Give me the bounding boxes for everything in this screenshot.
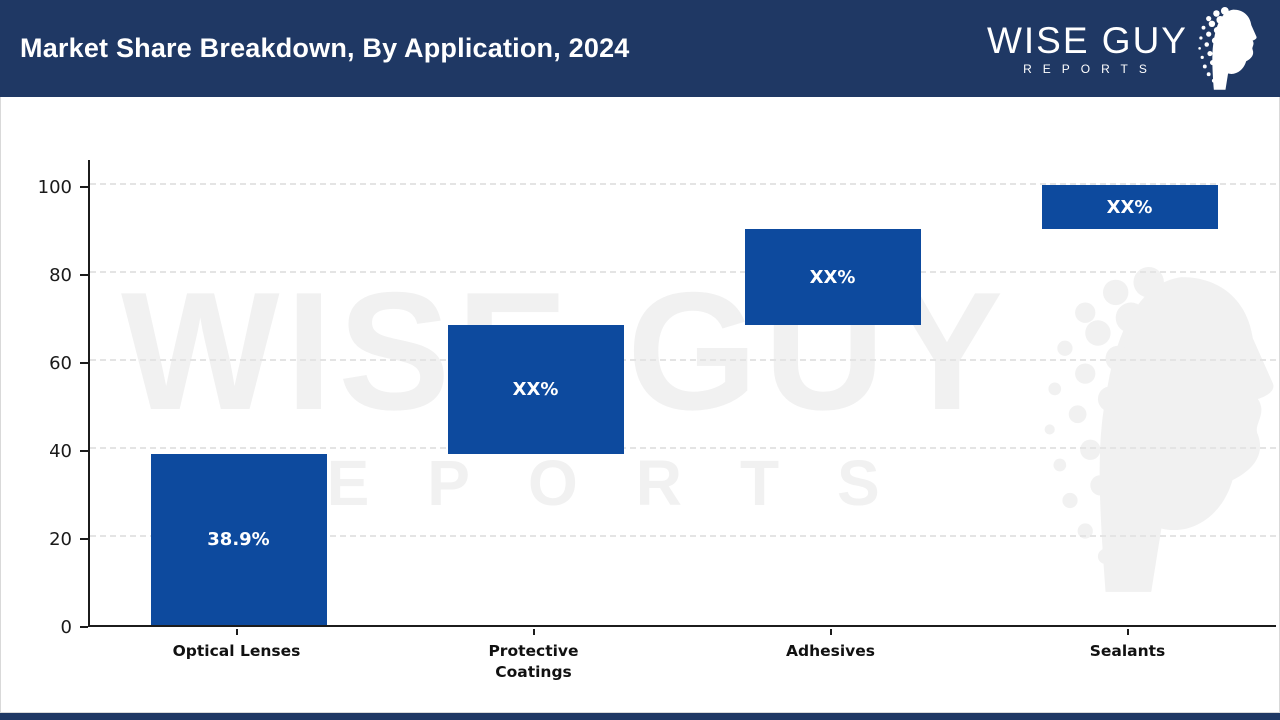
y-tick-mark-60	[80, 362, 88, 364]
y-tick-mark-40	[80, 450, 88, 452]
bar-value-label: 38.9%	[207, 528, 270, 550]
x-tick-mark	[532, 629, 535, 635]
wiseguy-reports-logo: WISE GUY REPORTS	[987, 6, 1266, 91]
y-tick-mark-0	[80, 626, 88, 628]
y-tick-label-40: 40	[49, 441, 72, 462]
y-tick-label-80: 80	[49, 265, 72, 286]
chart-canvas: WISE GUY REPORTS 0 20 40 60 80 100 38.9% XX% XX…	[0, 97, 1280, 713]
y-tick-label-20: 20	[49, 529, 72, 550]
footer-bar	[0, 713, 1280, 720]
y-tick-mark-20	[80, 538, 88, 540]
logo-text: WISE GUY REPORTS	[987, 22, 1188, 76]
page-title: Market Share Breakdown, By Application, …	[20, 33, 630, 63]
gridline-60	[90, 359, 1276, 361]
plot-area: 38.9% XX% XX% XX%	[88, 160, 1276, 627]
bar-value-label: XX%	[809, 266, 856, 288]
y-tick-mark-80	[80, 274, 88, 276]
gridline-40	[90, 447, 1276, 449]
gridline-80	[90, 271, 1276, 273]
y-tick-label-100: 100	[37, 177, 72, 198]
y-tick-label-0: 0	[60, 617, 72, 638]
y-tick-label-60: 60	[49, 353, 72, 374]
bar-adhesives: XX%	[744, 229, 921, 326]
x-tick-mark	[1126, 629, 1129, 635]
bar-optical-lenses: 38.9%	[150, 453, 327, 625]
x-tick-mark	[235, 629, 238, 635]
y-tick-mark-100	[80, 186, 88, 188]
x-tick-label-sealants: Sealants	[1089, 642, 1166, 660]
x-tick-label-optical-lenses: Optical Lenses	[172, 642, 301, 660]
logo-wordmark: WISE GUY	[986, 19, 1188, 61]
bar-value-label: XX%	[512, 379, 559, 401]
bar-sealants: XX%	[1041, 185, 1218, 229]
x-tick-label-protective-coatings: Protective Coatings	[488, 642, 579, 681]
wiseguy-face-icon	[1198, 6, 1257, 90]
x-tick-label-adhesives: Adhesives	[785, 642, 876, 660]
x-tick-mark	[829, 629, 832, 635]
y-axis: 0 20 40 60 80 100	[1, 160, 88, 638]
gridline-20	[90, 535, 1276, 537]
gridline-100	[90, 183, 1276, 185]
bar-value-label: XX%	[1106, 196, 1153, 218]
header-bar: Market Share Breakdown, By Application, …	[0, 0, 1280, 97]
bar-protective-coatings: XX%	[447, 325, 624, 454]
x-axis: Optical Lenses Protective Coatings Adhesiv…	[88, 627, 1276, 707]
logo-subtext: REPORTS	[1023, 61, 1158, 76]
